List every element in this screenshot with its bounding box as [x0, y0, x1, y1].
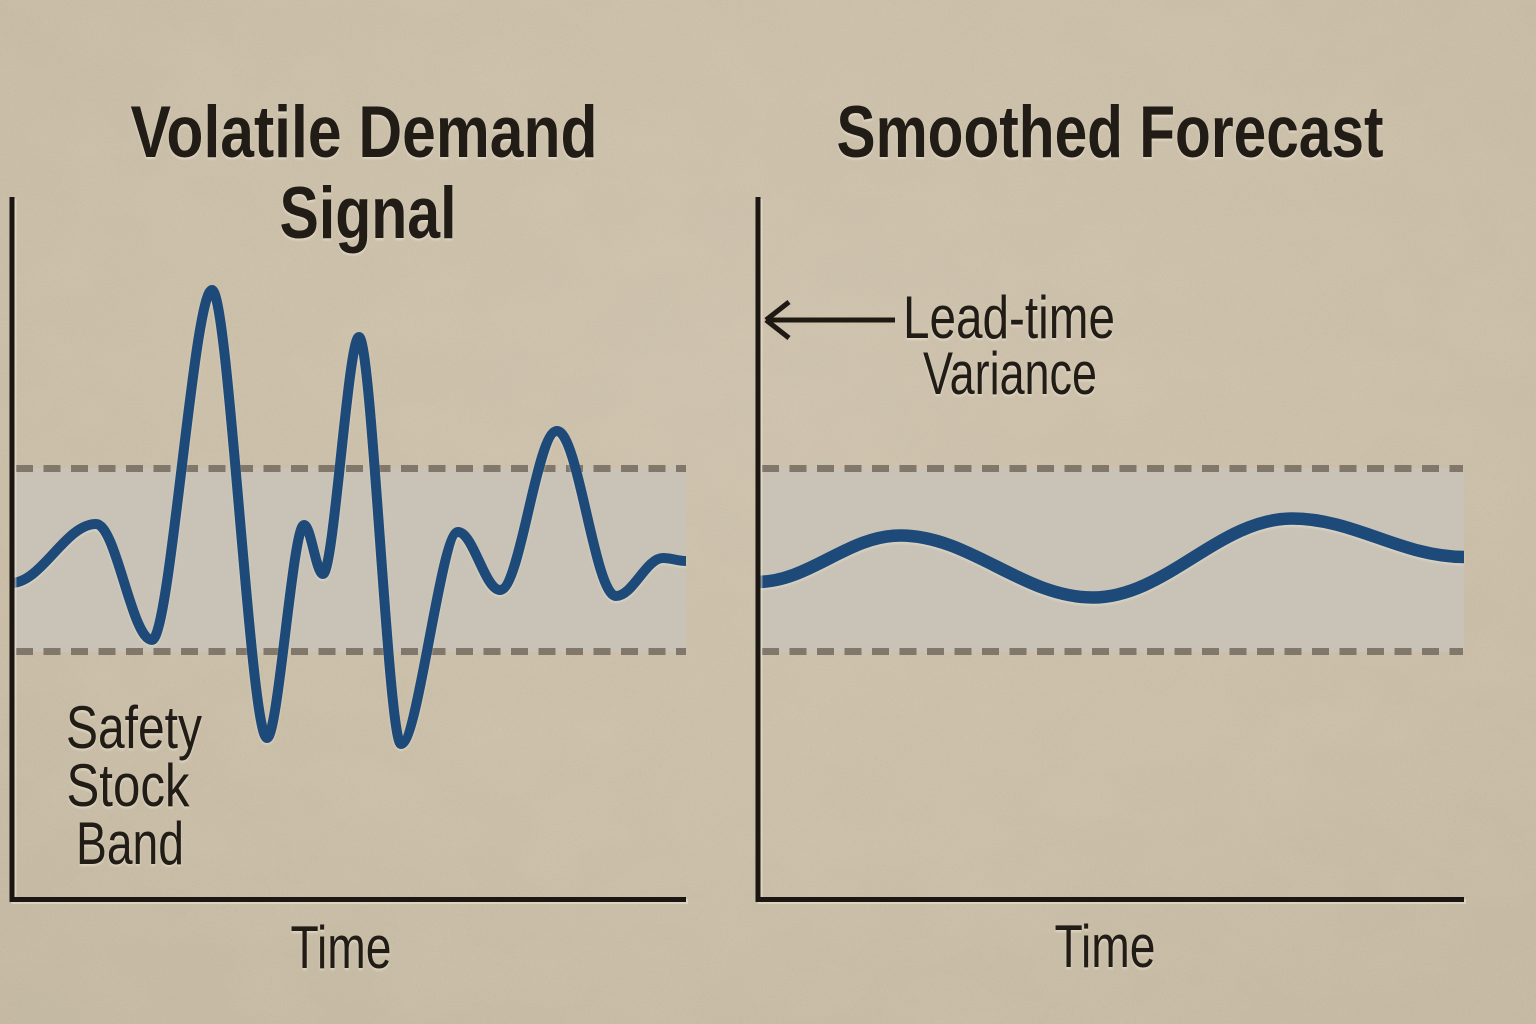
svg-text:Smoothed Forecast: Smoothed Forecast — [837, 92, 1384, 173]
svg-text:Lead-time: Lead-time — [903, 284, 1115, 351]
svg-text:Band: Band — [76, 810, 184, 877]
svg-text:Stock: Stock — [67, 752, 191, 819]
svg-text:Variance: Variance — [923, 340, 1097, 407]
svg-text:Safety: Safety — [66, 694, 202, 761]
svg-text:Volatile Demand: Volatile Demand — [131, 92, 598, 173]
svg-text:Time: Time — [1055, 913, 1156, 980]
svg-text:Time: Time — [291, 914, 392, 981]
svg-text:Signal: Signal — [280, 173, 457, 254]
